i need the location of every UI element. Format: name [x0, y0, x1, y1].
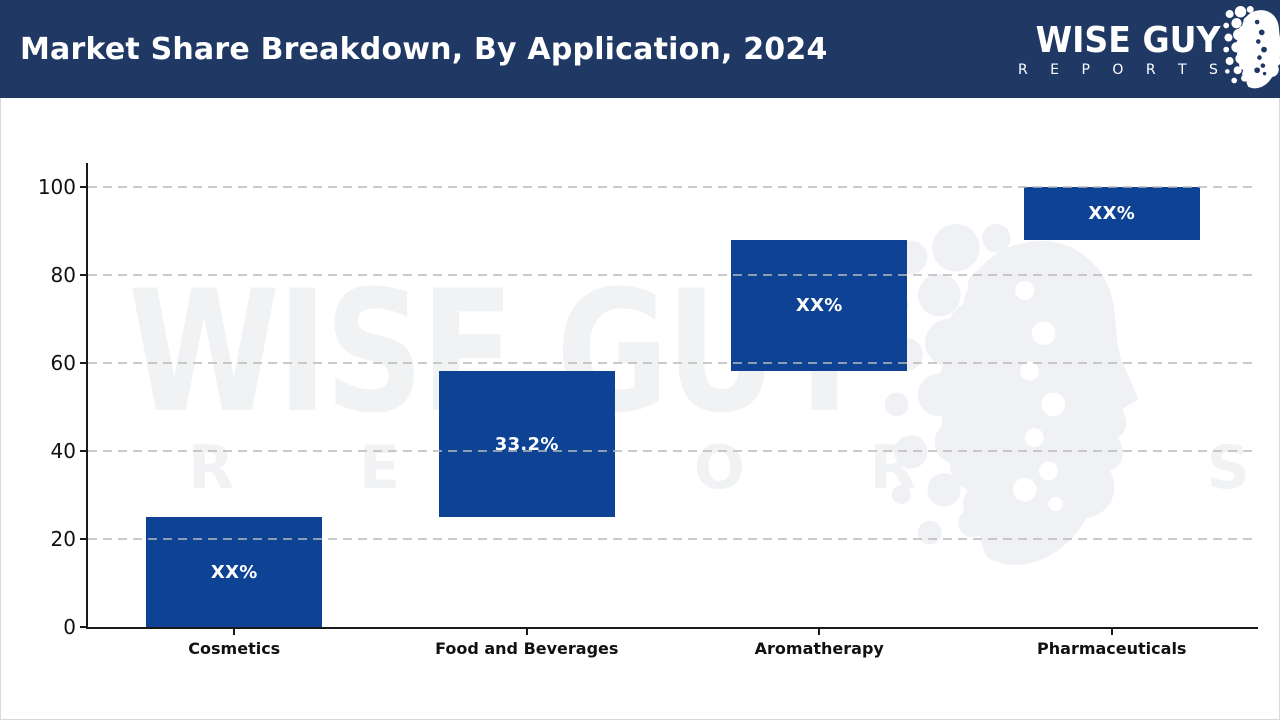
y-tick-label-80: 80 — [50, 263, 76, 288]
y-tick-20 — [80, 538, 88, 541]
brand-subtitle: R E P O R T S — [1018, 62, 1227, 78]
x-category-label: Food and Beverages — [435, 639, 619, 658]
bar-food-and-beverages: 33.2% — [438, 371, 615, 518]
bar-value-label: XX% — [210, 561, 258, 583]
y-tick-100 — [80, 186, 88, 189]
bar-value-label: XX% — [1088, 203, 1136, 225]
y-tick-label-40: 40 — [50, 439, 76, 464]
y-tick-label-100: 100 — [37, 175, 76, 200]
x-category-label: Aromatherapy — [754, 639, 884, 658]
y-tick-60 — [80, 362, 88, 365]
bar-value-label: XX% — [795, 294, 843, 316]
y-axis-line — [86, 163, 88, 629]
bar-value-label: 33.2% — [494, 433, 559, 455]
brand-logo: WISE GUY R E P O R T S — [1012, 4, 1280, 94]
header-bar: Market Share Breakdown, By Application, … — [0, 0, 1280, 98]
brand-logo-text: WISE GUY R E P O R T S — [1012, 20, 1227, 78]
x-tick-3 — [1110, 627, 1113, 635]
y-tick-80 — [80, 274, 88, 277]
x-tick-1 — [525, 627, 528, 635]
y-tick-label-0: 0 — [63, 615, 76, 639]
x-tick-2 — [818, 627, 821, 635]
y-tick-label-20: 20 — [50, 527, 76, 552]
x-category-label: Pharmaceuticals — [1037, 639, 1187, 658]
chart-title: Market Share Breakdown, By Application, … — [20, 31, 828, 67]
gridline-20 — [88, 538, 1258, 541]
x-axis-line — [86, 627, 1258, 629]
x-category-label: Cosmetics — [188, 639, 281, 658]
y-tick-label-60: 60 — [50, 351, 76, 376]
bar-pharmaceuticals: XX% — [1023, 187, 1200, 240]
gridline-60 — [88, 362, 1258, 365]
y-tick-40 — [80, 450, 88, 453]
x-tick-0 — [233, 627, 236, 635]
brand-dotted-face-icon — [1223, 6, 1280, 89]
brand-name: WISE GUY — [1035, 20, 1221, 61]
gridline-80 — [88, 274, 1258, 277]
bar-aromatherapy: XX% — [731, 239, 908, 372]
y-tick-0 — [80, 626, 88, 628]
gridline-40 — [88, 450, 1258, 453]
gridline-100 — [88, 186, 1258, 189]
bar-cosmetics: XX% — [146, 517, 323, 627]
